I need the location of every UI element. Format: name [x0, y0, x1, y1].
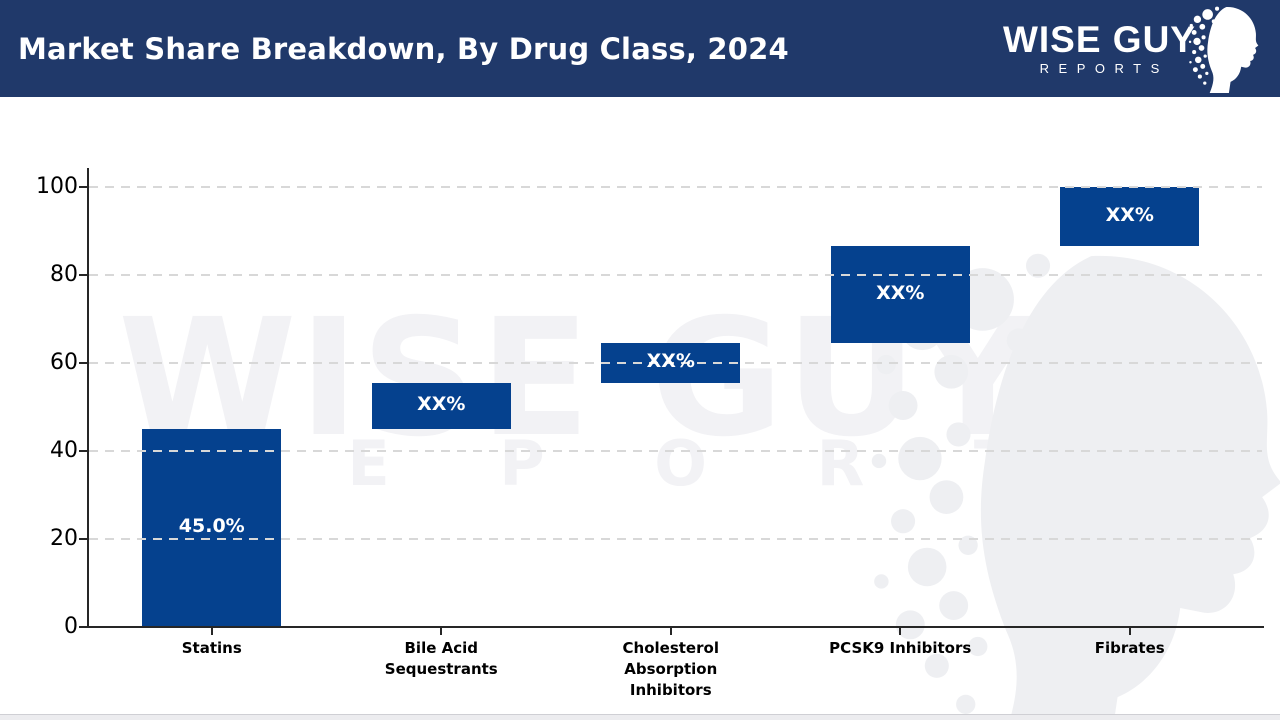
bottom-border-strip — [0, 714, 1280, 720]
x-tick-statins — [210, 628, 213, 635]
bar-bile-acid-sequestrants — [371, 382, 511, 429]
y-tick-100 — [79, 186, 87, 188]
y-tick-20 — [79, 538, 87, 540]
bar-fibrates — [1060, 187, 1200, 247]
bar-value-label-cholesterol-absorption-inhibitors: XX% — [646, 350, 695, 372]
y-tick-0 — [79, 626, 87, 628]
bar-value-label-statins: 45.0% — [178, 515, 245, 537]
y-axis — [87, 168, 89, 628]
x-tick-bile-acid-sequestrants — [440, 628, 443, 635]
header-bar: Market Share Breakdown, By Drug Class, 2… — [0, 0, 1280, 97]
y-tick-label-0: 0 — [64, 614, 78, 639]
gridline-40 — [89, 450, 1262, 452]
x-tick-fibrates — [1128, 628, 1131, 635]
bar-value-label-pcsk9-inhibitors: XX% — [876, 281, 925, 304]
brand-logo: WISE GUY REPORTS — [1003, 3, 1266, 95]
category-label-cholesterol-absorption-inhibitors: Cholesterol Absorption Inhibitors — [622, 639, 719, 699]
y-tick-40 — [79, 450, 87, 452]
y-tick-80 — [79, 274, 87, 276]
dotted-head-profile-icon — [1188, 6, 1259, 93]
y-tick-label-80: 80 — [50, 262, 78, 287]
brand-logo-text: WISE GUY REPORTS — [1003, 21, 1196, 76]
category-label-bile-acid-sequestrants: Bile Acid Sequestrants — [384, 639, 498, 678]
category-label-fibrates: Fibrates — [1094, 639, 1165, 657]
bar-value-label-fibrates: XX% — [1105, 203, 1154, 226]
y-tick-60 — [79, 362, 87, 364]
chart: WISE GUY R E P O R T S 45.0% XX% XX% XX% XX%… — [0, 97, 1280, 714]
bar-statins — [142, 429, 282, 627]
category-label-statins: Statins — [181, 639, 242, 657]
y-tick-label-20: 20 — [50, 526, 78, 551]
bar-pcsk9-inhibitors — [830, 246, 970, 344]
gridline-100 — [89, 186, 1262, 188]
category-label-pcsk9-inhibitors: PCSK9 Inhibitors — [829, 639, 972, 657]
brand-subtitle: REPORTS — [1039, 61, 1169, 76]
x-tick-cholesterol-absorption-inhibitors — [669, 628, 672, 635]
gridline-60 — [89, 362, 1262, 364]
gridline-80 — [89, 274, 1262, 276]
y-tick-label-40: 40 — [50, 438, 78, 463]
gridline-20 — [89, 538, 1262, 540]
page-title: Market Share Breakdown, By Drug Class, 2… — [18, 31, 789, 66]
y-tick-label-60: 60 — [50, 350, 78, 375]
bar-value-label-bile-acid-sequestrants: XX% — [417, 392, 466, 415]
x-tick-pcsk9-inhibitors — [899, 628, 902, 635]
y-tick-label-100: 100 — [36, 174, 78, 199]
brand-name: WISE GUY — [1002, 19, 1196, 60]
x-axis — [87, 626, 1264, 628]
